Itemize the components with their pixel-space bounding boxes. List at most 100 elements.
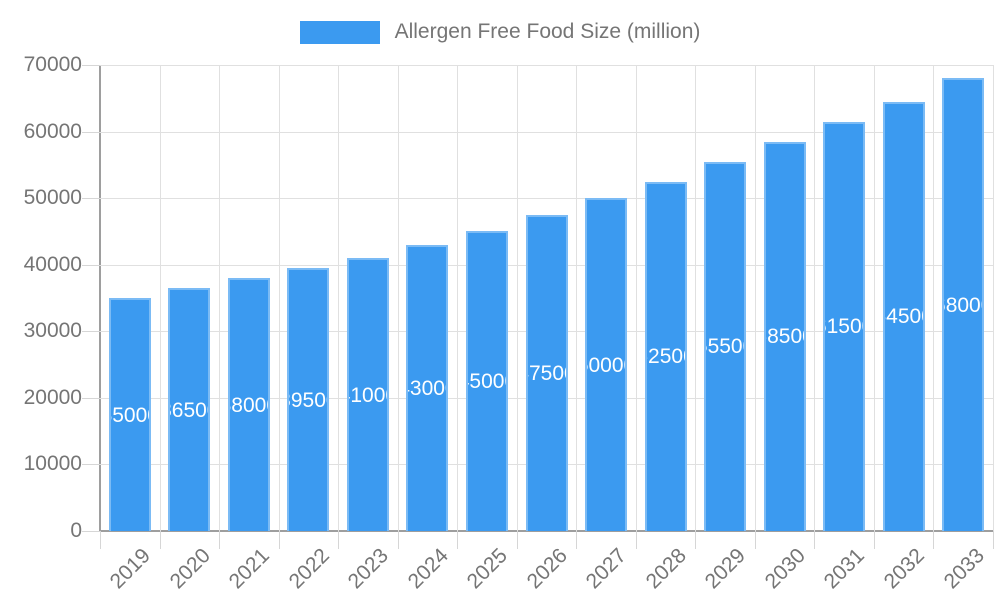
legend[interactable]: Allergen Free Food Size (million) [0, 20, 1000, 44]
v-gridline [457, 65, 459, 531]
x-axis-tick [219, 531, 221, 549]
y-axis-tick [82, 464, 100, 466]
x-axis-line [99, 530, 993, 532]
v-gridline [278, 65, 280, 531]
v-gridline [754, 65, 756, 531]
x-axis-label: 2029 [701, 544, 751, 594]
bar-value-label: 41000 [349, 383, 387, 407]
v-gridline [814, 65, 816, 531]
y-axis-label: 10000 [23, 452, 82, 476]
x-axis-label: 2024 [403, 544, 453, 594]
bar-value-label: 50000 [587, 353, 625, 377]
y-axis-label: 30000 [23, 319, 82, 343]
bar-value-label: 64500 [885, 305, 923, 329]
bar[interactable]: 43000 [406, 244, 449, 531]
bar-value-label: 35000 [111, 403, 149, 427]
bar[interactable]: 35000 [108, 298, 151, 531]
x-axis-tick [754, 531, 756, 549]
x-axis-tick [873, 531, 875, 549]
x-axis-tick [635, 531, 637, 549]
x-axis-label: 2021 [224, 544, 275, 594]
x-axis-tick [457, 531, 459, 549]
h-gridline [100, 198, 993, 200]
bar-value-label: 39500 [289, 388, 327, 412]
bar[interactable]: 58500 [763, 141, 806, 531]
x-axis-tick [933, 531, 935, 549]
bar[interactable]: 55500 [704, 161, 747, 531]
v-gridline [933, 65, 935, 531]
y-axis-tick [82, 331, 100, 333]
bar-value-label: 36500 [170, 398, 208, 422]
x-axis-tick [993, 531, 994, 549]
y-axis-line [99, 65, 101, 531]
h-gridline [100, 131, 993, 133]
x-axis-tick [159, 531, 161, 549]
bar-value-label: 45000 [468, 370, 506, 394]
h-gridline [100, 65, 993, 66]
v-gridline [695, 65, 697, 531]
v-gridline [993, 65, 994, 531]
x-axis-label: 2032 [879, 544, 929, 594]
bar-value-label: 55500 [706, 335, 744, 359]
v-gridline [576, 65, 578, 531]
bar[interactable]: 41000 [346, 258, 389, 531]
y-axis-label: 50000 [23, 186, 82, 210]
bar[interactable]: 68000 [942, 78, 985, 531]
bar-value-label: 38000 [230, 393, 268, 417]
x-axis-label: 2025 [462, 544, 513, 594]
x-axis-tick [814, 531, 816, 549]
y-axis-label: 70000 [23, 53, 82, 76]
v-gridline [397, 65, 399, 531]
y-axis-label: 20000 [23, 385, 82, 409]
x-axis-tick [576, 531, 578, 549]
x-axis-label: 2022 [284, 544, 334, 594]
y-axis-tick [82, 65, 100, 66]
x-axis-tick [397, 531, 399, 549]
bar[interactable]: 38000 [227, 278, 270, 531]
x-axis-tick [516, 531, 518, 549]
legend-label: Allergen Free Food Size (million) [394, 20, 701, 43]
x-axis-tick [338, 531, 340, 549]
v-gridline [338, 65, 340, 531]
x-axis-label: 2027 [582, 544, 632, 594]
x-axis-label: 2026 [522, 544, 572, 594]
x-axis-label: 2028 [641, 544, 691, 594]
x-axis-label: 2023 [343, 544, 394, 594]
bar[interactable]: 45000 [465, 231, 508, 531]
y-axis-label: 0 [70, 519, 82, 542]
bar[interactable]: 39500 [287, 268, 330, 531]
x-axis-label: 2033 [939, 544, 989, 594]
y-axis-label: 60000 [23, 119, 82, 143]
bar[interactable]: 36500 [168, 288, 211, 531]
y-axis-tick [82, 131, 100, 133]
x-axis-tick [695, 531, 697, 549]
y-axis-tick [82, 531, 100, 532]
v-gridline [516, 65, 518, 531]
x-axis-label: 2019 [105, 544, 156, 594]
x-axis-tick [100, 531, 101, 549]
bar-value-label: 68000 [944, 293, 982, 317]
x-axis-label: 2030 [760, 544, 810, 594]
bar[interactable]: 61500 [823, 121, 866, 531]
bar-value-label: 47500 [528, 361, 566, 385]
v-gridline [873, 65, 875, 531]
bar[interactable]: 50000 [585, 198, 628, 531]
bar-value-label: 61500 [825, 315, 863, 339]
v-gridline [159, 65, 161, 531]
bar[interactable]: 52500 [644, 181, 687, 531]
y-axis-tick [82, 397, 100, 399]
y-axis-tick [82, 198, 100, 200]
v-gridline [219, 65, 221, 531]
y-axis-tick [82, 264, 100, 266]
x-axis-tick [278, 531, 280, 549]
x-axis-label: 2031 [820, 544, 870, 594]
x-axis-label: 2020 [165, 544, 215, 594]
v-gridline [635, 65, 637, 531]
bar-value-label: 52500 [647, 345, 685, 369]
plot-area: 35000 36500 38000 39500 41000 43000 45000 47500… [82, 65, 994, 549]
legend-swatch [299, 20, 380, 44]
bar[interactable]: 64500 [882, 101, 925, 531]
bar-value-label: 58500 [766, 325, 804, 349]
bar[interactable]: 47500 [525, 214, 568, 531]
bar-value-label: 43000 [408, 376, 446, 400]
